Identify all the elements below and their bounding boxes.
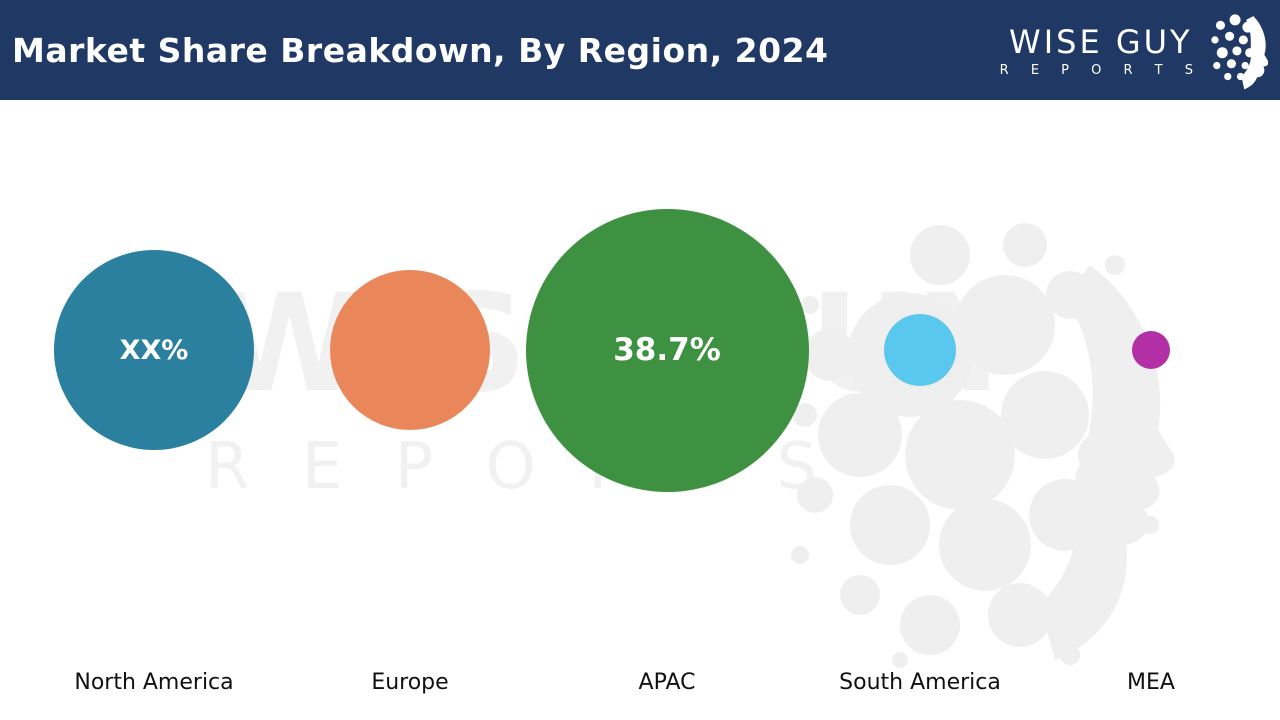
bubble-chart: WISE GUY R E P O R T S XX%38.7% North Am… bbox=[0, 100, 1280, 720]
bubble-value-label-apac: 38.7% bbox=[613, 332, 721, 368]
logo-head-icon bbox=[1211, 14, 1268, 90]
bubble-europe bbox=[330, 270, 490, 430]
logo-brand-name: WISE GUY bbox=[1009, 22, 1193, 61]
category-label-europe: Europe bbox=[371, 670, 449, 695]
bubble-north-america: XX% bbox=[54, 250, 254, 450]
bubble-value-label-north-america: XX% bbox=[119, 334, 189, 366]
category-label-north-america: North America bbox=[74, 670, 234, 695]
category-label-mea: MEA bbox=[1127, 670, 1175, 695]
page-title: Market Share Breakdown, By Region, 2024 bbox=[12, 30, 829, 70]
category-label-south-america: South America bbox=[839, 670, 1001, 695]
bubble-apac: 38.7% bbox=[525, 208, 809, 492]
category-label-apac: APAC bbox=[638, 670, 696, 695]
category-labels: North America Europe APAC South America MEA bbox=[0, 670, 1280, 700]
bubble-mea bbox=[1132, 331, 1170, 369]
bubble-south-america bbox=[884, 314, 956, 386]
logo-text: WISE GUY R E P O R T S bbox=[1000, 23, 1202, 78]
wiseguy-logo: WISE GUY R E P O R T S bbox=[1000, 7, 1270, 93]
logo-brand-subtitle: R E P O R T S bbox=[999, 62, 1202, 78]
header: Market Share Breakdown, By Region, 2024 … bbox=[0, 0, 1280, 100]
bubble-stage: XX% 38.7% bbox=[0, 100, 1280, 720]
